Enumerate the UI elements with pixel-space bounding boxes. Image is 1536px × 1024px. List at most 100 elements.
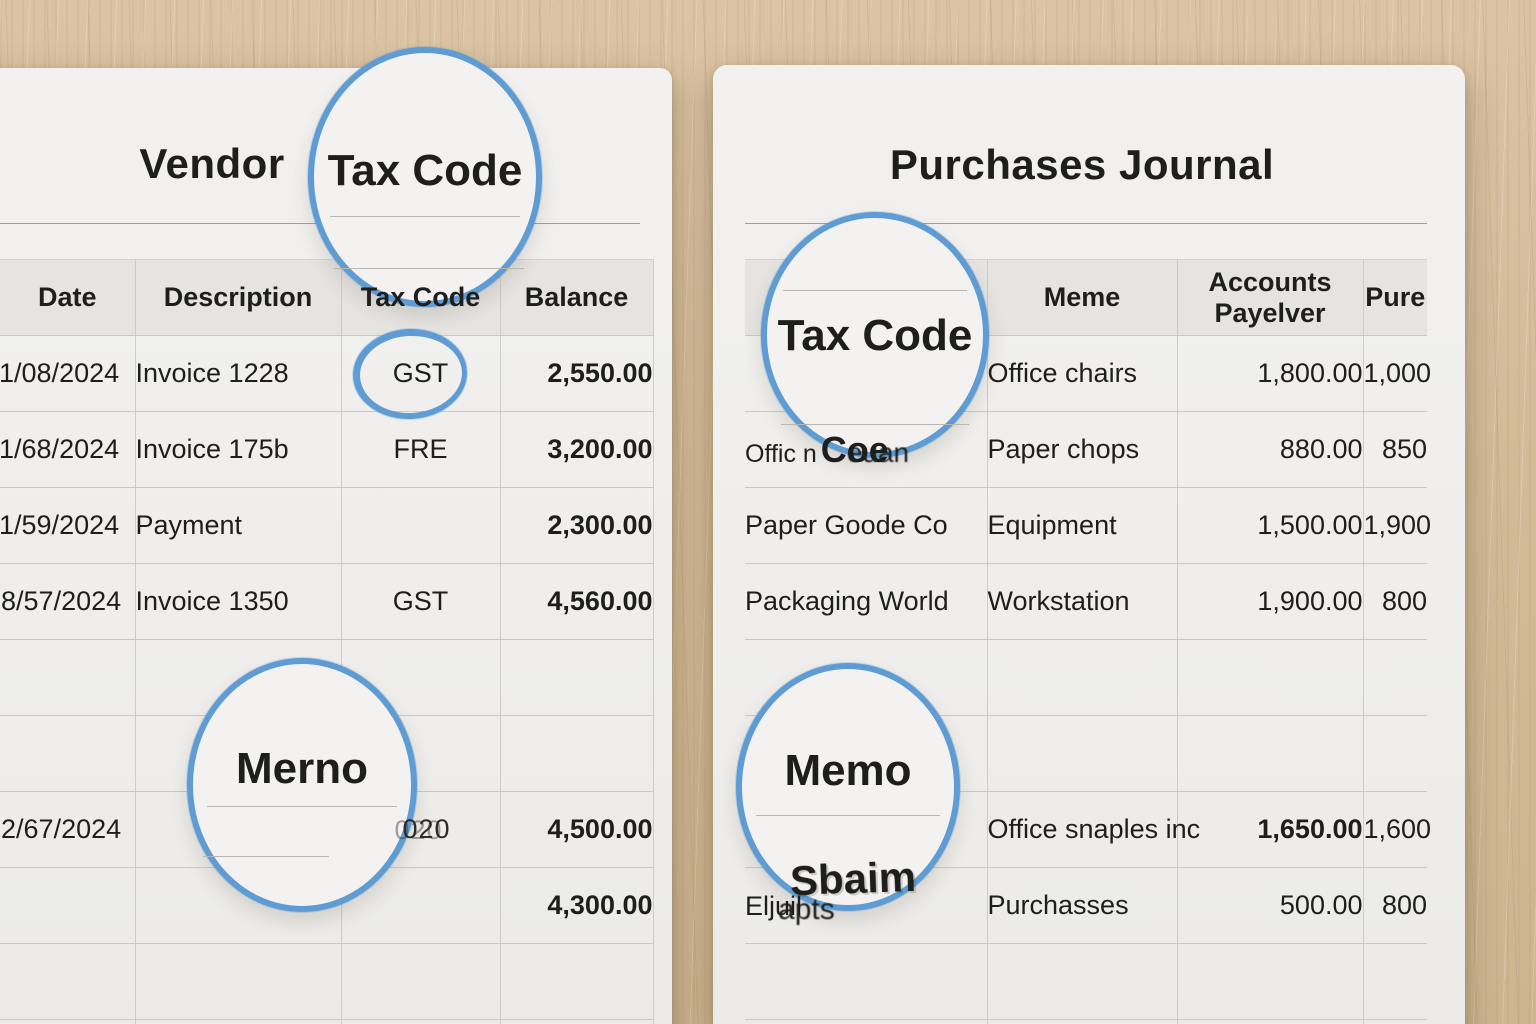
tax-code-header-label: Tax Code <box>360 282 481 313</box>
description-cell <box>135 1019 342 1024</box>
table-row: Offic n Coeeuan Paper chops 880.00 850 <box>745 411 1427 488</box>
purchases-title-rule <box>745 223 1427 224</box>
memo-cell <box>987 1019 1178 1024</box>
purchases-journal-page: Purchases Journal Meme Accounts Payelver… <box>713 65 1465 1024</box>
ruled-line <box>756 815 940 816</box>
memo-zoom-circle: Merno <box>187 658 417 912</box>
memo-zoom-circle: Memo <box>736 663 960 911</box>
tax-code-zoom-label: Tax Code <box>327 146 523 195</box>
date-cell <box>0 639 136 716</box>
description-cell <box>135 943 342 1020</box>
balance-cell <box>500 1019 654 1024</box>
description-cell: Invoice 1228 <box>135 335 342 412</box>
tax-code-cell <box>341 943 501 1020</box>
ruled-line <box>781 424 969 425</box>
ruled-line <box>203 856 330 857</box>
date-cell <box>0 943 136 1020</box>
garbled-text: 020 <box>402 814 451 844</box>
ruled-line <box>334 268 524 269</box>
purchases-cell: 800 <box>1363 563 1427 640</box>
tax-code-zoom-label: Tax Code <box>777 311 973 360</box>
tax-code-cell: GST <box>341 335 501 412</box>
accounts-payable-cell: 1,500.00 <box>1177 487 1364 564</box>
garbled-text: Sbaim <box>789 852 917 905</box>
vendor-ledger-page: Vendor Date Description Tax Code Balance… <box>0 47 672 1024</box>
memo-cell: Workstation <box>987 563 1178 640</box>
purchases-column-header: Pure <box>1363 259 1427 336</box>
ruled-line <box>783 290 967 291</box>
table-row <box>0 943 654 1020</box>
purchases-cell: 850 <box>1363 411 1427 488</box>
purchases-cell: 1,600 <box>1363 791 1431 868</box>
memo-cell: Equipment <box>987 487 1178 564</box>
memo-cell <box>987 715 1178 792</box>
garbled-text: Offic n Coeeuan <box>745 428 910 470</box>
purchases-cell <box>1363 715 1427 792</box>
description-cell: Invoice 1350 <box>135 563 342 640</box>
memo-cell: Office chairs <box>987 335 1178 412</box>
description-cell: Invoice 175b <box>135 411 342 488</box>
date-cell: 98/57/2024 <box>0 563 136 640</box>
memo-cell <box>987 943 1178 1020</box>
table-row: Paper Goode Co Equipment 1,500.00 1,900 <box>745 487 1431 564</box>
vendor-cell <box>745 1019 988 1024</box>
balance-cell: 2,550.00 <box>500 335 654 412</box>
accounts-payable-cell: 1,900.00 <box>1177 563 1364 640</box>
balance-cell: 2,300.00 <box>500 487 654 564</box>
tax-code-cell: GST <box>341 563 501 640</box>
table-row: 98/57/2024 Invoice 1350 GST 4,560.00 <box>0 563 654 640</box>
accounts-payable-cell <box>1177 1019 1364 1024</box>
date-cell: 11/59/2024 <box>0 487 136 564</box>
vendor-cell: Paper Goode Co <box>745 487 988 564</box>
balance-cell <box>500 715 654 792</box>
garbled-text: Eljuilapts <box>745 890 835 926</box>
vendor-page-title: Vendor <box>139 140 285 187</box>
date-cell: 11/68/2024 <box>0 411 136 488</box>
balance-cell: 4,560.00 <box>500 563 654 640</box>
tax-code-cell <box>341 487 501 564</box>
date-cell: 22/67/2024 <box>0 791 136 868</box>
date-column-header: Date <box>0 259 136 336</box>
purchases-cell <box>1363 639 1427 716</box>
accounts-payable-cell: 1,800.00 <box>1177 335 1364 412</box>
purchases-cell <box>1363 1019 1427 1024</box>
balance-cell: 4,300.00 <box>500 867 654 944</box>
ruled-line <box>330 216 520 217</box>
description-column-header: Description <box>135 259 342 336</box>
balance-cell <box>500 943 654 1020</box>
purchases-cell: 800 <box>1363 867 1427 944</box>
table-row: 11/68/2024 Invoice 175b FRE 3,200.00 <box>0 411 654 488</box>
date-cell <box>0 867 136 944</box>
description-cell: Payment <box>135 487 342 564</box>
table-row: 11/08/2024 Invoice 1228 GST 2,550.00 <box>0 335 654 412</box>
date-cell <box>0 715 136 792</box>
vendor-cell <box>745 943 988 1020</box>
purchases-cell: 1,000 <box>1363 335 1431 412</box>
memo-column-header: Meme <box>987 259 1178 336</box>
table-row <box>745 1019 1427 1024</box>
table-header-row: Date Description Tax Code Balance <box>0 259 654 336</box>
balance-cell: 4,500.00 <box>500 791 654 868</box>
memo-zoom-label: Memo <box>784 746 912 795</box>
accounts-payable-cell: 880.00 <box>1177 411 1364 488</box>
date-cell: 11/08/2024 <box>0 335 136 412</box>
memo-cell: Purchasses <box>987 867 1178 944</box>
purchases-cell <box>1363 943 1427 1020</box>
memo-cell: Paper chops <box>987 411 1178 488</box>
accounts-payable-cell: 500.00 <box>1177 867 1364 944</box>
accounts-payable-cell <box>1177 715 1364 792</box>
tax-code-cell: FRE <box>341 411 501 488</box>
tax-code-zoom-circle: Tax Code <box>761 212 989 458</box>
accounts-payable-cell <box>1177 943 1364 1020</box>
purchases-journal-title: Purchases Journal <box>889 141 1275 188</box>
memo-cell <box>987 639 1178 716</box>
accounts-payable-column-header: Accounts Payelver <box>1177 259 1364 336</box>
memo-cell: Office snaples inc <box>987 791 1200 868</box>
table-row: 4,300.00 <box>0 867 654 944</box>
table-row: 11/59/2024 Payment 2,300.00 <box>0 487 654 564</box>
ruled-line <box>207 806 397 807</box>
accounts-payable-cell <box>1177 639 1364 716</box>
accounts-payable-cell: 1,650.00 <box>1177 791 1364 868</box>
purchases-cell: 1,900 <box>1363 487 1431 564</box>
